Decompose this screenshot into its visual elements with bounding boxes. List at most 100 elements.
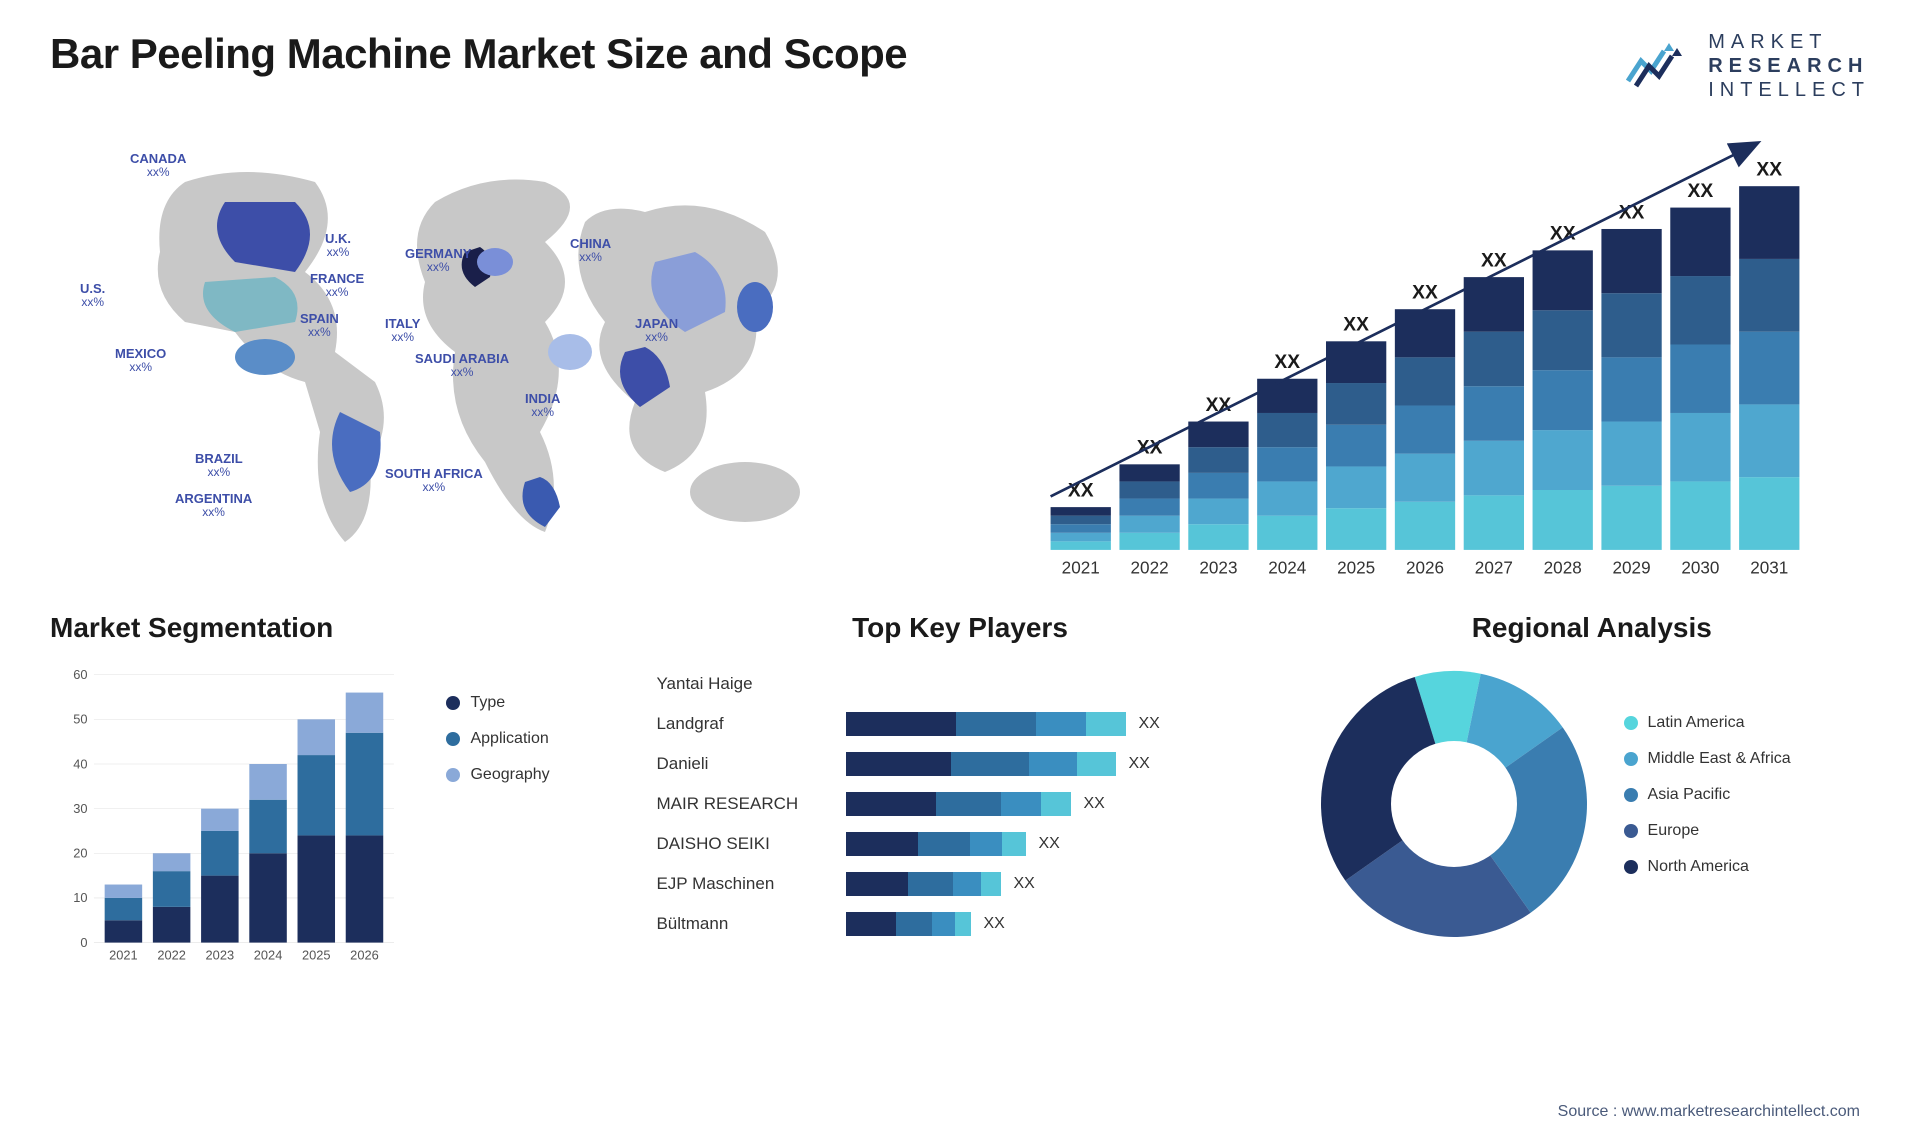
regional-legend-item: North America bbox=[1624, 858, 1870, 876]
map-label: U.S.xx% bbox=[80, 282, 105, 309]
growth-bar-seg bbox=[1395, 502, 1455, 550]
player-value-label: XX bbox=[1138, 715, 1159, 733]
seg-year-label: 2024 bbox=[254, 948, 283, 963]
regional-legend-label: North America bbox=[1648, 858, 1749, 876]
growth-bar-label: XX bbox=[1412, 283, 1438, 304]
growth-bar-seg bbox=[1464, 332, 1524, 387]
player-bar-seg bbox=[1002, 832, 1026, 856]
regional-legend-label: Europe bbox=[1648, 822, 1700, 840]
legend-dot-icon bbox=[1624, 788, 1638, 802]
growth-bar-seg bbox=[1395, 405, 1455, 453]
map-label: MEXICOxx% bbox=[115, 347, 166, 374]
growth-bar-seg bbox=[1257, 447, 1317, 481]
world-map-panel: CANADAxx%U.S.xx%MEXICOxx%BRAZILxx%ARGENT… bbox=[50, 122, 940, 582]
growth-year-label: 2024 bbox=[1268, 558, 1307, 577]
legend-dot-icon bbox=[446, 696, 460, 710]
player-value-label: XX bbox=[1013, 875, 1034, 893]
header: Bar Peeling Machine Market Size and Scop… bbox=[50, 30, 1870, 102]
growth-year-label: 2025 bbox=[1337, 558, 1375, 577]
map-label: JAPANxx% bbox=[635, 317, 678, 344]
player-bar-row: XX bbox=[846, 904, 1263, 944]
player-name: Danieli bbox=[656, 744, 826, 784]
growth-bar-seg bbox=[1119, 516, 1179, 533]
seg-ytick: 30 bbox=[73, 801, 87, 816]
legend-dot-icon bbox=[446, 732, 460, 746]
legend-dot-icon bbox=[1624, 716, 1638, 730]
top-row: CANADAxx%U.S.xx%MEXICOxx%BRAZILxx%ARGENT… bbox=[50, 122, 1870, 582]
map-label: ARGENTINAxx% bbox=[175, 492, 252, 519]
source-text: Source : www.marketresearchintellect.com bbox=[1558, 1103, 1860, 1121]
regional-legend-item: Europe bbox=[1624, 822, 1870, 840]
growth-bar-label: XX bbox=[1756, 159, 1782, 180]
growth-year-label: 2022 bbox=[1131, 558, 1169, 577]
growth-bar-seg bbox=[1601, 229, 1661, 293]
player-bar-row: XX bbox=[846, 704, 1263, 744]
player-bar bbox=[846, 712, 1126, 736]
player-bar-seg bbox=[936, 792, 1001, 816]
seg-ytick: 50 bbox=[73, 712, 87, 727]
growth-bar-seg bbox=[1257, 516, 1317, 550]
growth-bar-label: XX bbox=[1481, 250, 1507, 271]
growth-bar-label: XX bbox=[1688, 181, 1714, 202]
growth-bar-seg bbox=[1326, 508, 1386, 550]
growth-bar-seg bbox=[1119, 481, 1179, 498]
growth-bar-seg bbox=[1670, 345, 1730, 413]
seg-ytick: 60 bbox=[73, 667, 87, 682]
segmentation-chart-svg: 202120222023202420252026 0102030405060 bbox=[50, 664, 416, 964]
growth-bar-seg bbox=[1326, 383, 1386, 425]
player-bar-seg bbox=[956, 712, 1036, 736]
growth-bar-seg bbox=[1739, 477, 1799, 550]
regional-body: Latin AmericaMiddle East & AfricaAsia Pa… bbox=[1314, 664, 1870, 944]
seg-year-label: 2023 bbox=[206, 948, 235, 963]
player-value-label: XX bbox=[983, 915, 1004, 933]
player-bar-seg bbox=[918, 832, 970, 856]
growth-bar-seg bbox=[1119, 533, 1179, 550]
seg-bar-seg bbox=[105, 885, 143, 898]
player-value-label: XX bbox=[1128, 755, 1149, 773]
seg-bar-seg bbox=[153, 871, 191, 907]
growth-bar-seg bbox=[1601, 357, 1661, 421]
player-bar-seg bbox=[955, 912, 971, 936]
growth-bar-seg bbox=[1533, 370, 1593, 430]
segmentation-title: Market Segmentation bbox=[50, 612, 606, 644]
seg-bar-seg bbox=[249, 764, 286, 800]
growth-bar-seg bbox=[1395, 309, 1455, 357]
growth-bar-seg bbox=[1051, 516, 1111, 525]
map-label: SOUTH AFRICAxx% bbox=[385, 467, 483, 494]
growth-bar-seg bbox=[1119, 499, 1179, 516]
logo: MARKET RESEARCH INTELLECT bbox=[1626, 30, 1870, 102]
regional-legend-label: Asia Pacific bbox=[1648, 786, 1731, 804]
seg-year-label: 2021 bbox=[109, 948, 138, 963]
regional-legend-item: Middle East & Africa bbox=[1624, 750, 1870, 768]
seg-bar-seg bbox=[298, 719, 336, 755]
seg-bar-seg bbox=[201, 876, 239, 943]
player-bar-row: XX bbox=[846, 744, 1263, 784]
player-bar bbox=[846, 872, 1001, 896]
page-title: Bar Peeling Machine Market Size and Scop… bbox=[50, 30, 907, 78]
logo-line3: INTELLECT bbox=[1708, 78, 1870, 102]
player-bar-row: XX bbox=[846, 784, 1263, 824]
growth-year-label: 2028 bbox=[1544, 558, 1582, 577]
growth-bar-seg bbox=[1670, 208, 1730, 276]
map-label: CHINAxx% bbox=[570, 237, 611, 264]
growth-bar-seg bbox=[1119, 464, 1179, 481]
growth-bar-seg bbox=[1739, 259, 1799, 332]
player-name: Yantai Haige bbox=[656, 664, 826, 704]
map-label: GERMANYxx% bbox=[405, 247, 471, 274]
growth-bar-seg bbox=[1051, 524, 1111, 533]
seg-bar-seg bbox=[346, 733, 384, 836]
map-label: INDIAxx% bbox=[525, 392, 560, 419]
player-bar-seg bbox=[1041, 792, 1071, 816]
seg-bar-seg bbox=[249, 853, 286, 942]
growth-bar-seg bbox=[1533, 250, 1593, 310]
player-bar-seg bbox=[846, 912, 896, 936]
player-bar bbox=[846, 912, 971, 936]
growth-bar-seg bbox=[1533, 310, 1593, 370]
player-name: EJP Maschinen bbox=[656, 864, 826, 904]
seg-legend-label: Geography bbox=[470, 766, 549, 784]
player-bar-seg bbox=[970, 832, 1002, 856]
seg-bar-seg bbox=[298, 835, 336, 942]
regional-title: Regional Analysis bbox=[1314, 612, 1870, 644]
player-bar-row: XX bbox=[846, 824, 1263, 864]
seg-bar-seg bbox=[298, 755, 336, 835]
